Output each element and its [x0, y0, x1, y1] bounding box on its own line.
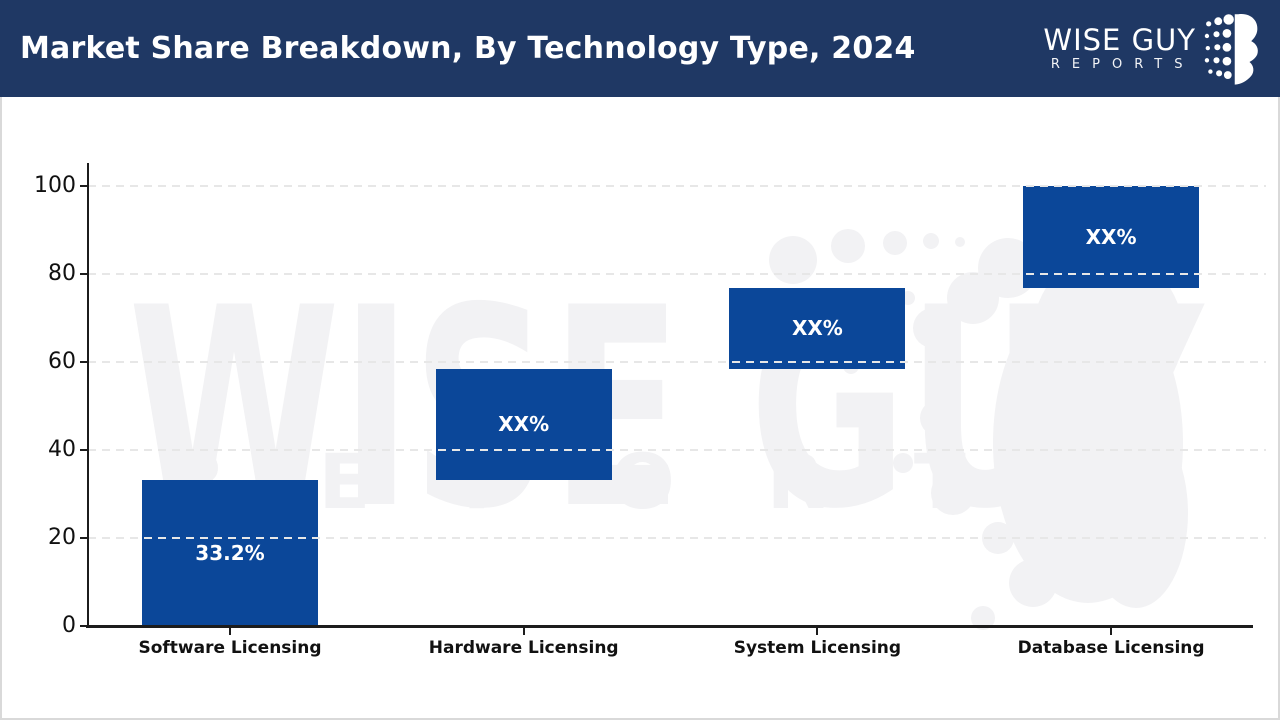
ytick-label-60: 60 — [48, 349, 76, 374]
xtick-label-0: Software Licensing — [138, 638, 322, 658]
bar-value-label: XX% — [498, 412, 550, 437]
logo-name: WISE GUY — [1043, 23, 1196, 58]
ytick-label-20: 20 — [48, 525, 76, 550]
bar-database-licensing: XX% — [1023, 186, 1200, 289]
gridline-80 — [88, 273, 1266, 275]
page-title: Market Share Breakdown, By Technology Ty… — [20, 31, 916, 66]
ytick-label-0: 0 — [62, 613, 76, 638]
xtick-mark-0 — [229, 627, 231, 635]
ytick-mark-20 — [80, 537, 88, 539]
xtick-mark-1 — [522, 627, 525, 635]
header-banner: Market Share Breakdown, By Technology Ty… — [0, 0, 1280, 97]
y-axis-line — [86, 163, 89, 627]
xtick-label-2: System Licensing — [733, 638, 902, 658]
gridline-40 — [88, 449, 1266, 451]
logo-subtitle: REPORTS — [1050, 56, 1195, 72]
wiseguy-logo: WISE GUY REPORTS — [1043, 10, 1266, 88]
bar-value-label: XX% — [791, 316, 843, 341]
watermark-face-dots — [769, 229, 1188, 630]
ytick-mark-60 — [80, 361, 88, 363]
bar-hardware-licensing: XX% — [435, 368, 612, 480]
bottom-edge — [0, 718, 1280, 720]
gridline-60 — [88, 361, 1266, 363]
bar-system-licensing: XX% — [729, 288, 906, 369]
ytick-mark-40 — [80, 449, 88, 451]
ytick-mark-80 — [80, 273, 88, 275]
xtick-label-1: Hardware Licensing — [428, 638, 619, 658]
ytick-label-40: 40 — [48, 437, 76, 462]
ytick-mark-100 — [80, 185, 88, 187]
right-edge — [1278, 97, 1280, 720]
gridline-100 — [88, 185, 1266, 187]
bar-value-label: 33.2% — [195, 540, 265, 565]
x-axis-line — [86, 625, 1253, 628]
xtick-mark-3 — [1110, 627, 1113, 635]
ytick-label-100: 100 — [34, 173, 76, 198]
bar-value-label: XX% — [1085, 225, 1137, 250]
left-edge — [0, 97, 2, 720]
wiseguy-face-icon — [1204, 13, 1258, 85]
ytick-label-80: 80 — [48, 261, 76, 286]
xtick-label-3: Database Licensing — [1017, 638, 1205, 658]
logo-text: WISE GUY REPORTS — [1043, 23, 1196, 72]
xtick-mark-2 — [816, 627, 819, 635]
ytick-mark-0 — [80, 625, 88, 627]
bar-software-licensing: 33.2% — [142, 479, 318, 626]
gridline-20 — [88, 537, 1266, 539]
